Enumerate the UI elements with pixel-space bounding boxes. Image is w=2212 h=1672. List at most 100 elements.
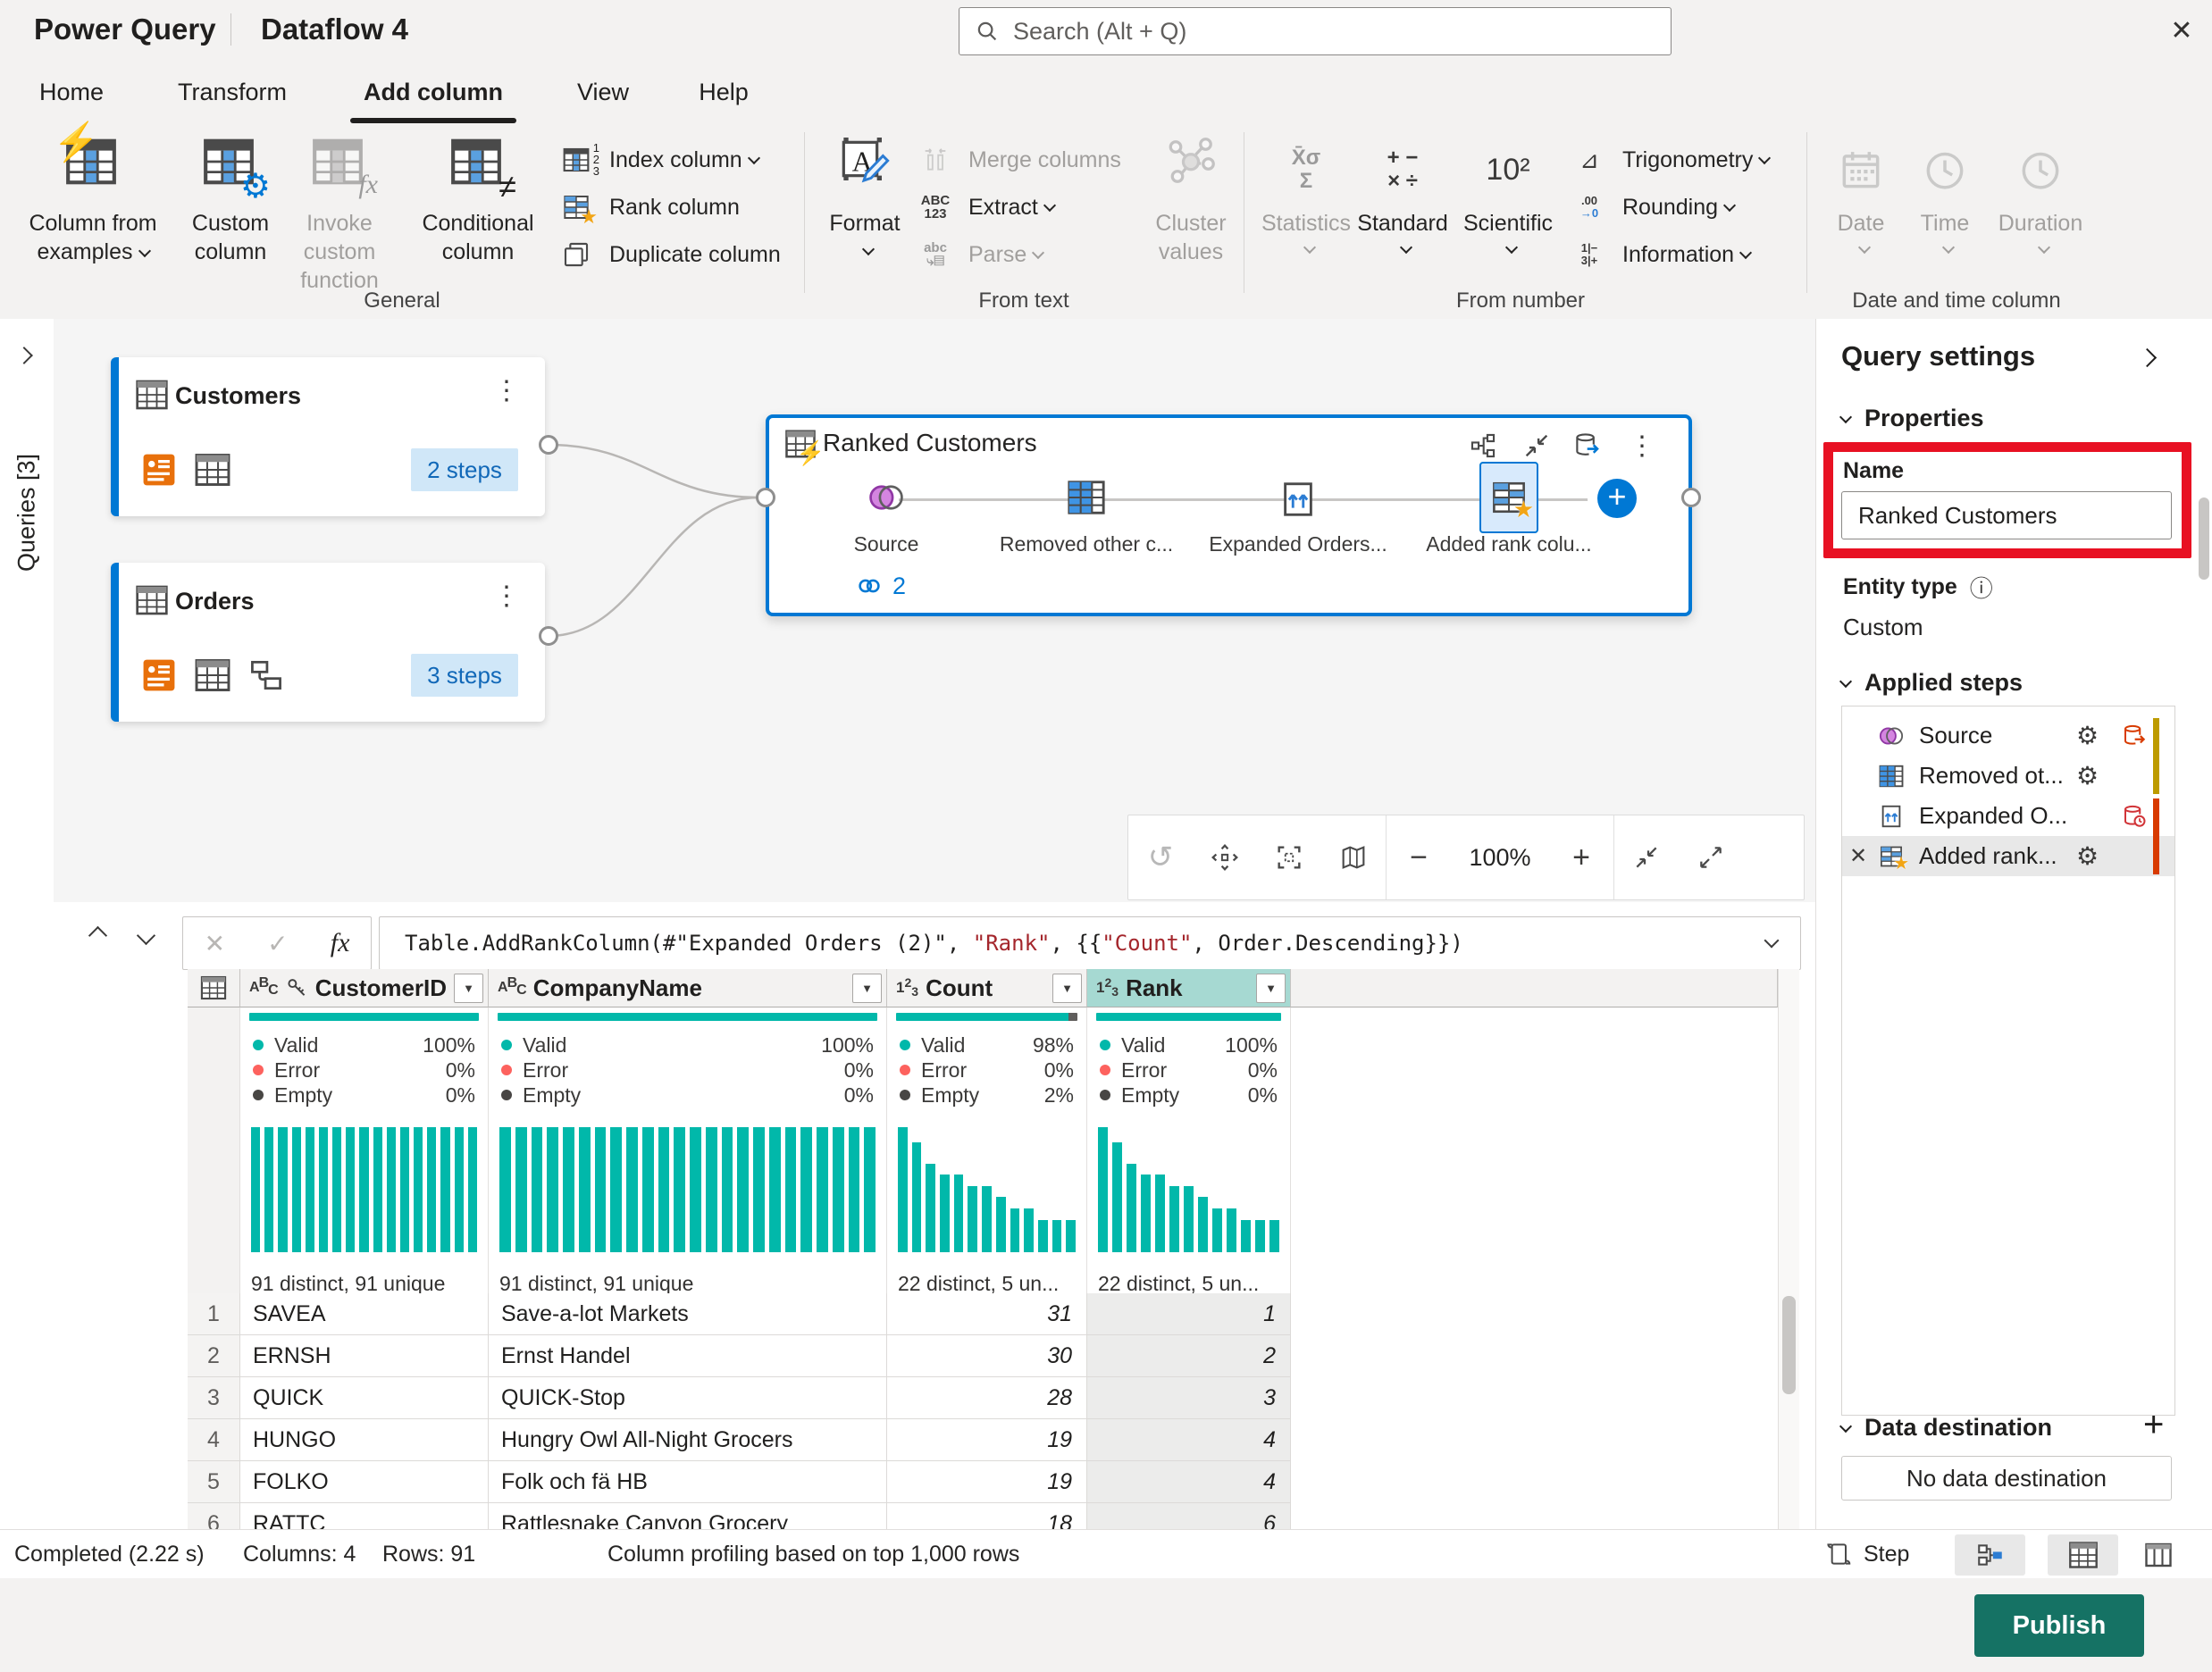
query-node-customers[interactable]: Customers ⋮ 2 steps <box>111 357 545 516</box>
schema-view-toggle[interactable] <box>2132 1534 2185 1576</box>
column-profile-rank[interactable]: Valid 100% Error 0% Empty 0% 22 distinct, 5 un… <box>1087 1007 1291 1295</box>
format-button[interactable]: A Format <box>813 134 917 257</box>
gear-icon[interactable]: ⚙ <box>2076 722 2099 749</box>
applied-step-expandedo[interactable]: Expanded O... <box>1842 796 2174 836</box>
cell-companyname[interactable]: Ernst Handel <box>489 1335 887 1377</box>
zoom-out-button[interactable]: − <box>1410 840 1428 874</box>
reference-branch-icon[interactable] <box>1468 431 1498 461</box>
tab-home[interactable]: Home <box>38 78 105 105</box>
kebab-menu-icon[interactable]: ⋮ <box>493 581 520 611</box>
column-header-count[interactable]: 123 Count ▼ <box>887 969 1087 1007</box>
close-button[interactable]: ✕ <box>2160 9 2203 52</box>
column-header-rank[interactable]: 123 Rank ▼ <box>1087 969 1291 1007</box>
zoom-level[interactable]: 100% <box>1469 843 1531 871</box>
staging-export-icon[interactable] <box>2121 723 2148 749</box>
tab-transform[interactable]: Transform <box>177 78 287 105</box>
conditional-column-button[interactable]: ≠ Conditional column <box>411 134 545 266</box>
next-step-icon[interactable] <box>136 925 156 946</box>
info-icon[interactable]: ⓘ <box>1969 575 1993 602</box>
filter-dropdown-icon[interactable]: ▼ <box>1052 974 1082 1003</box>
gear-icon[interactable]: ⚙ <box>2076 842 2099 870</box>
expand-queries-icon[interactable] <box>15 347 33 364</box>
data-preview-grid[interactable]: ABC CustomerID ▼ ABC CompanyName ▼ 123 Count ▼ 12… <box>188 969 1799 1529</box>
fit-to-screen-button[interactable] <box>1257 815 1321 899</box>
diagram-step[interactable] <box>1278 477 1319 522</box>
cell-customerid[interactable]: SAVEA <box>240 1293 489 1335</box>
duplicate-column-button[interactable]: Duplicate column <box>561 239 781 270</box>
cell-companyname[interactable]: Hungry Owl All-Night Grocers <box>489 1419 887 1461</box>
cell-count[interactable]: 19 <box>887 1461 1087 1503</box>
cell-count[interactable]: 18 <box>887 1503 1087 1529</box>
cell-companyname[interactable]: QUICK-Stop <box>489 1377 887 1419</box>
output-port[interactable] <box>539 626 558 646</box>
cell-count[interactable]: 28 <box>887 1377 1087 1419</box>
name-input[interactable]: Ranked Customers <box>1841 491 2172 539</box>
tab-help[interactable]: Help <box>699 78 749 105</box>
diagram-view-toggle[interactable] <box>1955 1534 2025 1576</box>
cell-rank[interactable]: 4 <box>1087 1419 1291 1461</box>
scientific-button[interactable]: 10² Scientific <box>1454 134 1562 255</box>
cell-companyname[interactable]: Save-a-lot Markets <box>489 1293 887 1335</box>
zoom-in-button[interactable]: + <box>1572 840 1590 874</box>
standard-button[interactable]: + − × ÷ Standard <box>1351 134 1454 255</box>
column-profile-count[interactable]: Valid 98% Error 0% Empty 2% 22 distinct, 5 un.… <box>887 1007 1087 1295</box>
add-destination-icon[interactable]: + <box>2143 1405 2165 1444</box>
cell-rank[interactable]: 2 <box>1087 1335 1291 1377</box>
applied-step-source[interactable]: Source ⚙ <box>1842 715 2174 756</box>
rank-column-button[interactable]: ★ Rank column <box>561 192 740 228</box>
value-distribution-histogram[interactable] <box>898 1127 1076 1252</box>
cell-rank[interactable]: 6 <box>1087 1503 1291 1529</box>
extract-button[interactable]: ABC 123 Extract <box>920 192 1056 222</box>
delete-step-icon[interactable]: ✕ <box>1849 844 1868 868</box>
expand-formula-icon[interactable] <box>1764 932 1780 949</box>
add-step-button[interactable]: + <box>1588 469 1646 528</box>
kebab-menu-icon[interactable]: ⋮ <box>493 376 520 405</box>
cell-customerid[interactable]: HUNGO <box>240 1419 489 1461</box>
minimap-button[interactable] <box>1321 815 1386 899</box>
value-distribution-histogram[interactable] <box>499 1127 876 1252</box>
cell-rank[interactable]: 1 <box>1087 1293 1291 1335</box>
pan-tool-button[interactable] <box>1193 815 1257 899</box>
gear-icon[interactable]: ⚙ <box>2076 762 2099 790</box>
queries-rail-label[interactable]: Queries [3] <box>13 453 40 572</box>
kebab-menu-icon[interactable]: ⋮ <box>1629 431 1655 461</box>
staging-database-icon[interactable] <box>1571 431 1602 461</box>
cell-customerid[interactable]: RATTC <box>240 1503 489 1529</box>
column-from-examples-button[interactable]: ⚡ Column from examples <box>29 121 157 265</box>
query-node-orders[interactable]: Orders ⋮ 3 steps <box>111 563 545 722</box>
step-script-button[interactable]: Step <box>1824 1530 1909 1578</box>
data-destination-section-header[interactable]: Data destination <box>1839 1414 2052 1442</box>
node-links-count[interactable]: 2 <box>855 572 906 600</box>
filter-dropdown-icon[interactable]: ▼ <box>454 974 483 1003</box>
node-output-port[interactable] <box>1681 488 1701 507</box>
cell-customerid[interactable]: QUICK <box>240 1377 489 1419</box>
cell-customerid[interactable]: FOLKO <box>240 1461 489 1503</box>
column-profile-customerid[interactable]: Valid 100% Error 0% Empty 0% 91 distinct, 91 u… <box>240 1007 489 1295</box>
diagram-step[interactable] <box>866 477 907 518</box>
table-row[interactable]: 3 QUICK QUICK-Stop 28 3 <box>188 1377 1778 1419</box>
table-row[interactable]: 6 RATTC Rattlesnake Canyon Grocery 18 6 <box>188 1503 1778 1529</box>
filter-dropdown-icon[interactable]: ▼ <box>852 974 882 1003</box>
table-row[interactable]: 5 FOLKO Folk och fä HB 19 4 <box>188 1461 1778 1503</box>
collapse-panel-icon[interactable] <box>2137 347 2158 368</box>
status-profiling-note[interactable]: Column profiling based on top 1,000 rows <box>607 1541 1020 1567</box>
steps-badge[interactable]: 3 steps <box>411 654 518 697</box>
grid-scrollbar-thumb[interactable] <box>1782 1296 1796 1394</box>
cell-rank[interactable]: 4 <box>1087 1461 1291 1503</box>
cell-count[interactable]: 31 <box>887 1293 1087 1335</box>
steps-badge[interactable]: 2 steps <box>411 448 518 491</box>
cell-count[interactable]: 19 <box>887 1419 1087 1461</box>
no-data-destination-button[interactable]: No data destination <box>1841 1456 2172 1501</box>
applied-step-removedot[interactable]: Removed ot... ⚙ <box>1842 756 2174 796</box>
input-port[interactable] <box>756 488 775 507</box>
applied-step-addedrank[interactable]: ✕ ★ Added rank... ⚙ <box>1842 836 2174 876</box>
filter-dropdown-icon[interactable]: ▼ <box>1256 974 1286 1003</box>
grid-scrollbar[interactable] <box>1778 969 1799 1529</box>
select-all-corner[interactable] <box>188 969 240 1007</box>
expand-all-button[interactable] <box>1679 815 1743 899</box>
formula-input[interactable]: Table.AddRankColumn(#"Expanded Orders (2… <box>379 916 1801 970</box>
column-profile-companyname[interactable]: Valid 100% Error 0% Empty 0% 91 distinct, 91 u… <box>489 1007 887 1295</box>
cell-count[interactable]: 30 <box>887 1335 1087 1377</box>
query-node-ranked-customers[interactable]: ⚡ Ranked Customers ⋮ Source Removed other… <box>766 414 1692 616</box>
diagram-step-selected[interactable]: ★ <box>1479 462 1538 533</box>
